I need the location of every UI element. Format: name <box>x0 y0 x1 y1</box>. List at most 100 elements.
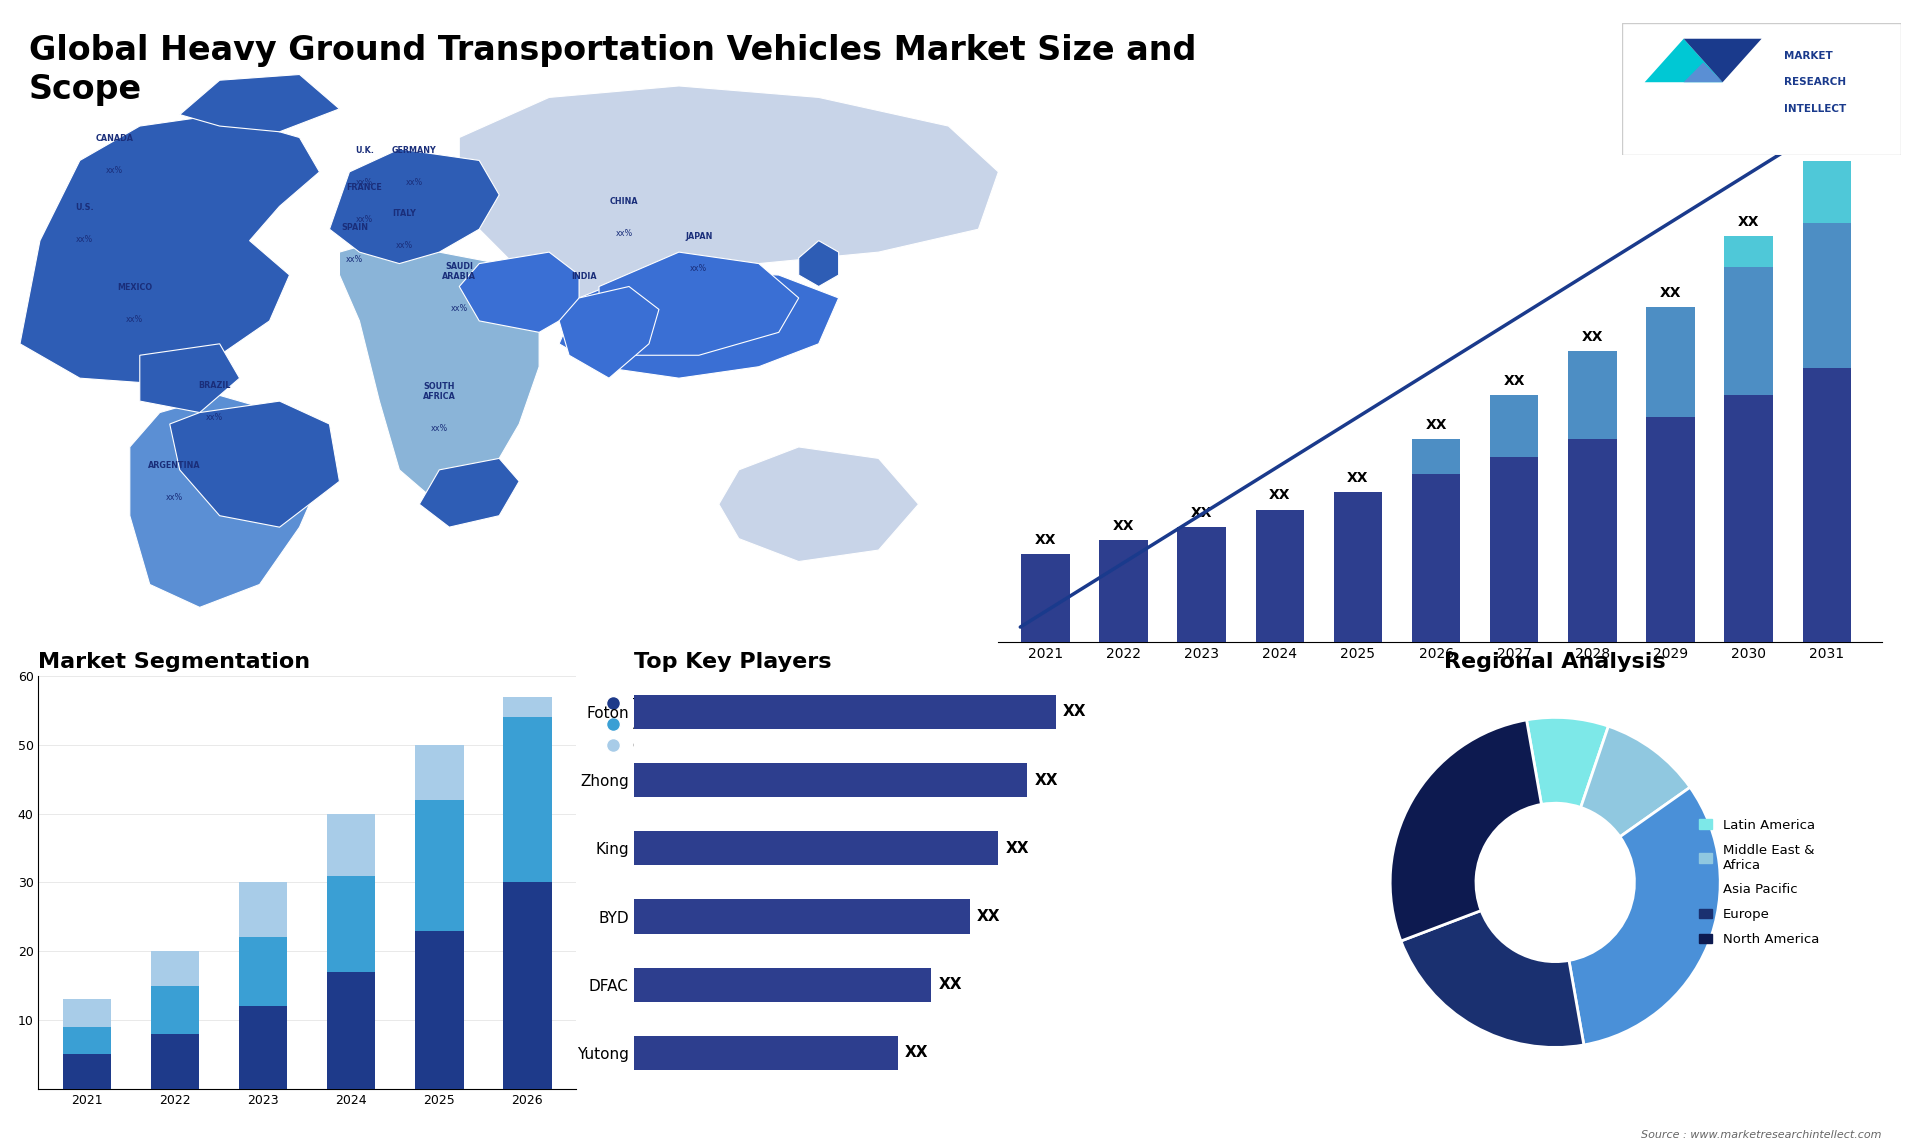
Text: MARKET: MARKET <box>1784 50 1832 61</box>
Text: Market Segmentation: Market Segmentation <box>38 652 311 672</box>
Wedge shape <box>1580 727 1690 837</box>
Wedge shape <box>1526 717 1609 808</box>
Bar <box>415 800 463 931</box>
Polygon shape <box>330 149 499 264</box>
Text: MEXICO: MEXICO <box>117 283 152 292</box>
Polygon shape <box>1684 63 1722 83</box>
Text: XX: XX <box>1425 418 1448 432</box>
Bar <box>1803 223 1851 369</box>
Bar <box>1490 395 1538 456</box>
Text: RESEARCH: RESEARCH <box>1784 77 1845 87</box>
Legend: Latin America, Middle East &
Africa, Asia Pacific, Europe, North America: Latin America, Middle East & Africa, Asi… <box>1693 814 1824 951</box>
Title: Regional Analysis: Regional Analysis <box>1444 652 1667 672</box>
Wedge shape <box>1390 720 1542 941</box>
Text: XX: XX <box>1503 374 1524 387</box>
Text: CHINA: CHINA <box>611 197 637 206</box>
Bar <box>1724 267 1772 395</box>
Bar <box>1569 351 1617 439</box>
Legend: Type, Application, Geography: Type, Application, Geography <box>593 691 716 759</box>
Text: XX: XX <box>1348 471 1369 485</box>
Text: ITALY: ITALY <box>392 209 417 218</box>
Text: SOUTH
AFRICA: SOUTH AFRICA <box>422 383 455 401</box>
Polygon shape <box>419 458 518 527</box>
Bar <box>152 951 200 986</box>
Bar <box>63 1054 111 1089</box>
Bar <box>503 882 551 1089</box>
Bar <box>1645 417 1695 642</box>
Polygon shape <box>131 395 330 607</box>
Text: CANADA: CANADA <box>96 134 134 143</box>
Text: XX: XX <box>939 978 962 992</box>
Polygon shape <box>559 286 659 378</box>
Bar <box>238 1006 288 1089</box>
Bar <box>1724 395 1772 642</box>
Text: XX: XX <box>1114 519 1135 533</box>
Bar <box>415 745 463 800</box>
Bar <box>63 1027 111 1054</box>
Text: SAUDI
ARABIA: SAUDI ARABIA <box>442 262 476 281</box>
Text: xx%: xx% <box>205 413 223 422</box>
Text: XX: XX <box>1738 215 1759 229</box>
Bar <box>152 986 200 1034</box>
Bar <box>1100 541 1148 642</box>
Bar <box>415 931 463 1089</box>
Text: Top Key Players: Top Key Players <box>634 652 831 672</box>
Text: XX: XX <box>1035 772 1058 787</box>
Text: XX: XX <box>1582 330 1603 344</box>
Text: xx%: xx% <box>396 241 413 250</box>
Polygon shape <box>559 269 839 378</box>
Text: FRANCE: FRANCE <box>346 183 382 191</box>
Text: xx%: xx% <box>576 304 593 313</box>
Bar <box>1177 527 1225 642</box>
Text: INTELLECT: INTELLECT <box>1784 103 1847 113</box>
Bar <box>1569 439 1617 642</box>
Polygon shape <box>718 447 918 562</box>
Bar <box>1490 456 1538 642</box>
Text: xx%: xx% <box>616 229 632 238</box>
Bar <box>326 972 376 1089</box>
Text: BRAZIL: BRAZIL <box>198 380 230 390</box>
Text: XX: XX <box>1190 507 1212 520</box>
Text: U.K.: U.K. <box>355 146 374 155</box>
Bar <box>1803 369 1851 642</box>
Polygon shape <box>799 241 839 286</box>
Bar <box>326 814 376 876</box>
Bar <box>634 831 998 865</box>
Bar <box>63 999 111 1027</box>
Text: U.S.: U.S. <box>75 203 94 212</box>
Bar <box>1803 162 1851 223</box>
Text: xx%: xx% <box>346 254 363 264</box>
Text: INDIA: INDIA <box>572 272 597 281</box>
Text: XX: XX <box>1035 533 1056 547</box>
Bar <box>238 937 288 1006</box>
Wedge shape <box>1402 911 1584 1047</box>
Bar <box>152 1034 200 1089</box>
Bar <box>634 967 931 1002</box>
Bar <box>634 1036 899 1070</box>
Polygon shape <box>459 86 998 298</box>
Polygon shape <box>180 74 340 132</box>
Text: XX: XX <box>1659 285 1682 300</box>
Text: xx%: xx% <box>77 235 94 244</box>
Text: xx%: xx% <box>355 178 372 187</box>
Text: SPAIN: SPAIN <box>342 223 369 231</box>
Text: XX: XX <box>977 909 1000 924</box>
Bar <box>1256 510 1304 642</box>
Bar <box>1021 554 1069 642</box>
Polygon shape <box>459 252 580 332</box>
Polygon shape <box>140 344 240 413</box>
Text: xx%: xx% <box>355 215 372 223</box>
Text: xx%: xx% <box>405 178 422 187</box>
Polygon shape <box>340 241 540 504</box>
Polygon shape <box>1684 39 1763 83</box>
Wedge shape <box>1569 787 1720 1045</box>
Text: JAPAN: JAPAN <box>685 231 712 241</box>
Bar <box>634 694 1056 729</box>
Polygon shape <box>19 115 319 384</box>
Text: Global Heavy Ground Transportation Vehicles Market Size and
Scope: Global Heavy Ground Transportation Vehic… <box>29 34 1196 105</box>
Text: XX: XX <box>1269 488 1290 502</box>
Text: XX: XX <box>1816 140 1837 155</box>
Text: xx%: xx% <box>430 424 447 433</box>
Bar <box>1724 236 1772 267</box>
Polygon shape <box>1645 39 1722 83</box>
